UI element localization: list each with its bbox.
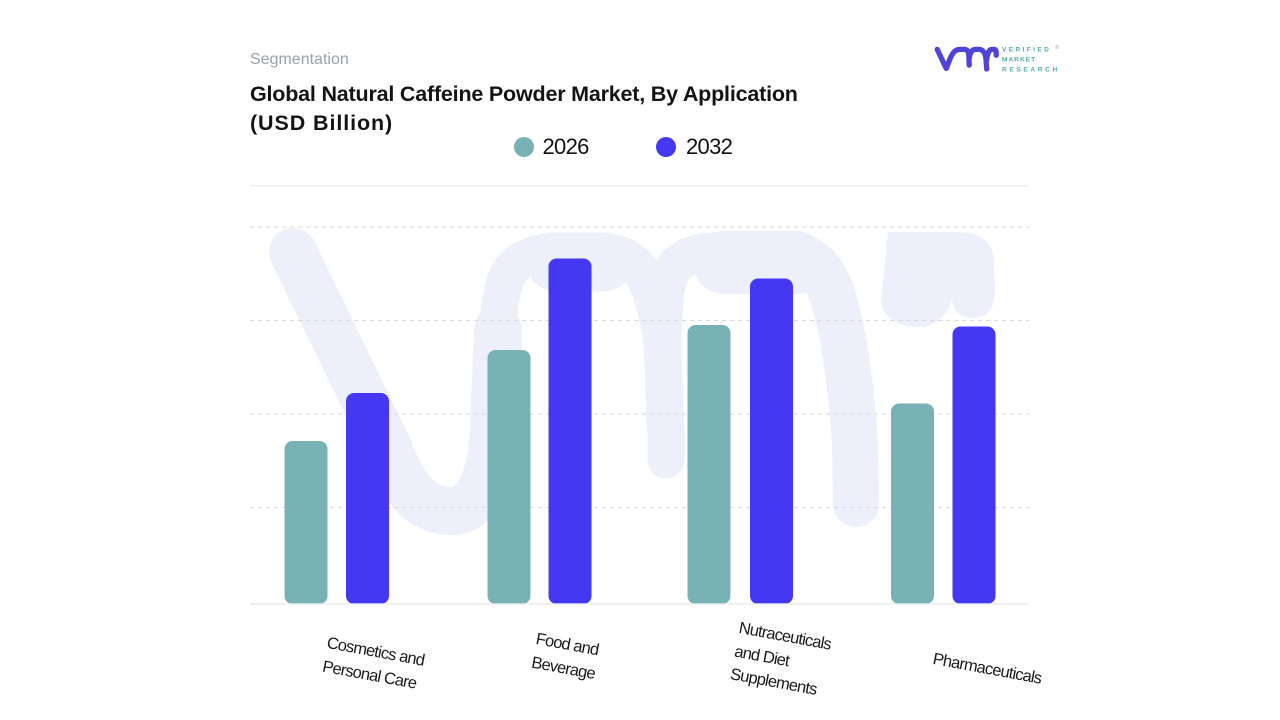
svg-text:VERIFIED: VERIFIED (1002, 46, 1051, 53)
svg-text:RESEARCH: RESEARCH (1002, 66, 1060, 73)
svg-text:®: ® (1055, 44, 1059, 51)
svg-text:MARKET: MARKET (1002, 56, 1036, 63)
